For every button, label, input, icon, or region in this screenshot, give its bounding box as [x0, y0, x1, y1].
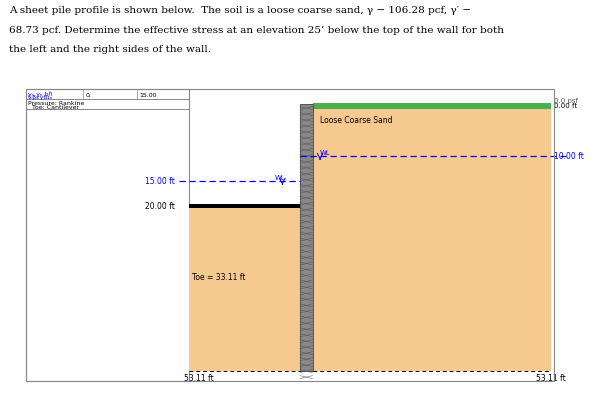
Bar — [189, 204, 300, 208]
Text: 0,: 0, — [86, 93, 92, 98]
Text: Toe = 33.11 ft: Toe = 33.11 ft — [192, 273, 245, 282]
Bar — [312, 107, 551, 371]
Text: tₑβεγtiιₙ: tₑβεγtiιₙ — [28, 95, 53, 100]
Text: Toe: Cantilever: Toe: Cantilever — [32, 104, 80, 110]
Text: WL: WL — [320, 151, 331, 156]
Text: 10.00 ft: 10.00 ft — [554, 152, 583, 161]
Text: the left and the right sides of the wall.: the left and the right sides of the wall… — [9, 45, 211, 54]
Text: Pressure: Rankine: Pressure: Rankine — [29, 100, 84, 106]
Text: 15.00 ft: 15.00 ft — [144, 177, 175, 186]
Text: Loose Coarse Sand: Loose Coarse Sand — [320, 115, 393, 125]
Text: γₛ γₙ bℎ: γₛ γₙ bℎ — [28, 91, 52, 97]
Bar — [300, 104, 312, 371]
Text: 53.11 ft: 53.11 ft — [536, 374, 565, 383]
Text: 53.11 ft: 53.11 ft — [185, 374, 214, 383]
Text: 0.0 psf: 0.0 psf — [554, 98, 577, 104]
Text: 68.73 pcf. Determine the effective stress at an elevation 25’ below the top of t: 68.73 pcf. Determine the effective stres… — [9, 26, 504, 35]
Bar — [189, 206, 300, 371]
Text: 20.00 ft: 20.00 ft — [144, 202, 175, 211]
Text: A sheet pile profile is shown below.  The soil is a loose coarse sand, γ − 106.2: A sheet pile profile is shown below. The… — [9, 6, 471, 15]
Bar — [26, 89, 189, 381]
Bar — [312, 102, 551, 109]
Text: 0.00 ft: 0.00 ft — [554, 102, 577, 109]
Text: 15.00: 15.00 — [140, 93, 157, 98]
Text: WL: WL — [275, 175, 286, 181]
